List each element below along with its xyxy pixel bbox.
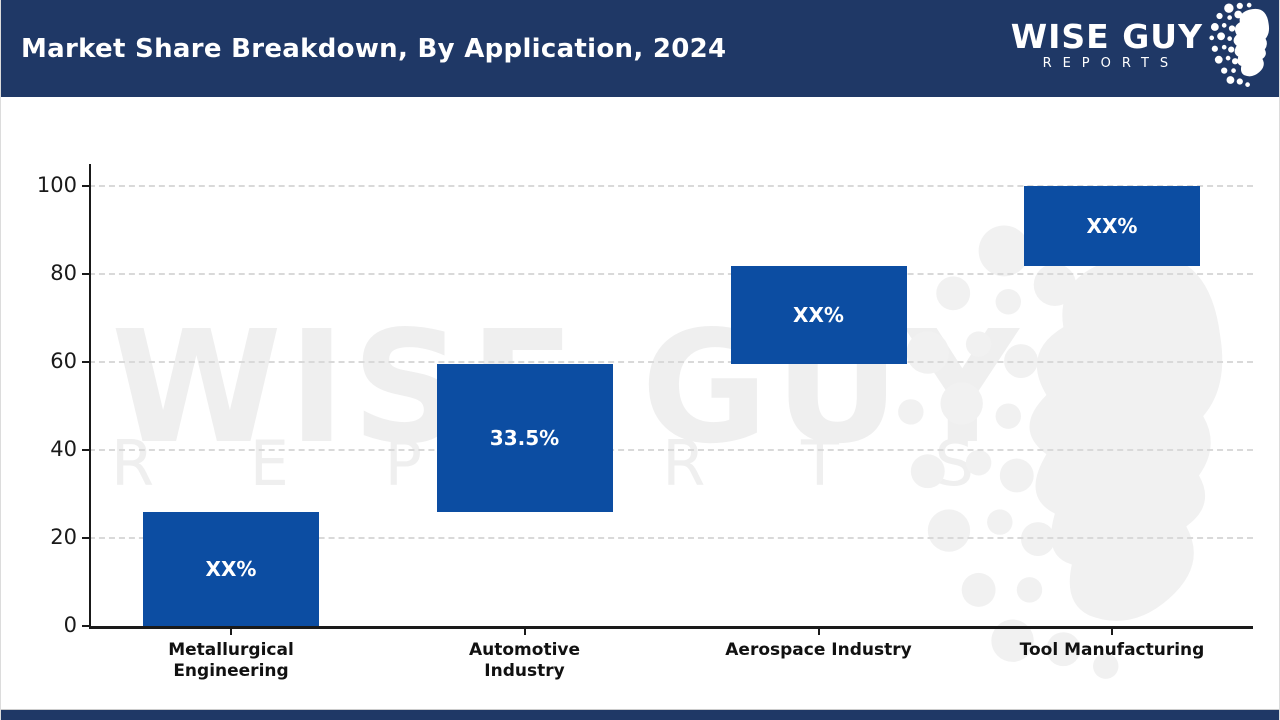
- y-axis-label-0: 0: [63, 613, 77, 637]
- brand-logo: WISE GUY REPORTS: [1011, 0, 1271, 97]
- brand-logo-text: WISE GUY REPORTS: [1010, 17, 1203, 72]
- y-axis-tick-20: [82, 537, 89, 539]
- y-axis-line: [89, 164, 91, 628]
- footer-bar: [1, 709, 1279, 720]
- y-axis-label-60: 60: [50, 349, 77, 373]
- chart-area: WISE GUY R E P O R T S 020406080100XX%Me…: [1, 97, 1279, 710]
- x-axis-tick-0: [230, 628, 232, 635]
- bar-value-label-3: XX%: [1086, 214, 1138, 239]
- bar-1: [436, 364, 613, 512]
- y-axis-tick-0: [82, 625, 89, 627]
- gridline-40: [89, 449, 1253, 451]
- x-axis-line: [89, 626, 1253, 629]
- bar-value-label-0: XX%: [205, 556, 257, 581]
- gridline-80: [89, 273, 1253, 275]
- x-axis-tick-1: [523, 628, 526, 635]
- y-axis-tick-100: [82, 185, 89, 187]
- bar-value-label-1: 33.5%: [489, 425, 560, 450]
- category-label-1: Automotive Industry: [468, 640, 581, 681]
- bar-2: [730, 266, 907, 365]
- y-axis-label-100: 100: [36, 173, 77, 197]
- gridline-60: [89, 361, 1253, 363]
- y-axis-label-80: 80: [50, 261, 77, 285]
- y-axis-tick-80: [82, 273, 89, 275]
- dotted-head-icon: [1209, 2, 1270, 87]
- gridline-20: [89, 537, 1253, 539]
- x-axis-tick-3: [1111, 628, 1113, 635]
- category-label-3: Tool Manufacturing: [1019, 640, 1205, 660]
- header-bar: Market Share Breakdown, By Application, …: [1, 0, 1279, 97]
- brand-subname: REPORTS: [1042, 56, 1180, 71]
- y-axis-tick-60: [82, 361, 89, 363]
- x-axis-tick-2: [817, 628, 820, 635]
- bar-0: [143, 511, 319, 626]
- y-axis-tick-40: [82, 449, 89, 451]
- category-label-0: Metallurgical Engineering: [168, 640, 294, 681]
- bar-3: [1024, 186, 1200, 267]
- y-axis-label-20: 20: [50, 525, 77, 549]
- gridline-100: [89, 185, 1253, 187]
- bar-value-label-2: XX%: [793, 303, 844, 328]
- y-axis-label-40: 40: [50, 437, 77, 461]
- page-title: Market Share Breakdown, By Application, …: [21, 33, 727, 64]
- brand-name: WISE GUY: [1010, 17, 1203, 56]
- category-label-2: Aerospace Industry: [725, 640, 912, 660]
